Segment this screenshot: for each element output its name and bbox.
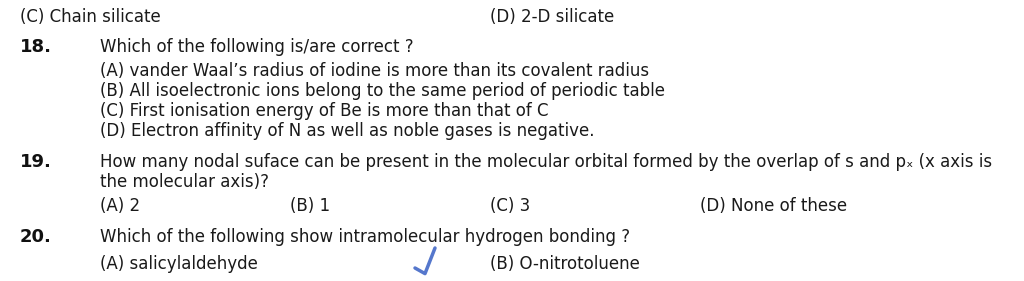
Text: 20.: 20. [20,228,52,246]
Text: the molecular axis)?: the molecular axis)? [100,173,269,191]
Text: (B) O-nitrotoluene: (B) O-nitrotoluene [490,255,640,273]
Text: (C) 3: (C) 3 [490,197,530,215]
Text: Which of the following show intramolecular hydrogen bonding ?: Which of the following show intramolecul… [100,228,630,246]
Text: Which of the following is/are correct ?: Which of the following is/are correct ? [100,38,414,56]
Text: (B) All isoelectronic ions belong to the same period of periodic table: (B) All isoelectronic ions belong to the… [100,82,665,100]
Text: (A) vander Waal’s radius of iodine is more than its covalent radius: (A) vander Waal’s radius of iodine is mo… [100,62,649,80]
Text: 18.: 18. [20,38,52,56]
Text: (A) salicylaldehyde: (A) salicylaldehyde [100,255,258,273]
Text: (C) Chain silicate: (C) Chain silicate [20,8,161,26]
Text: (B) 1: (B) 1 [290,197,330,215]
Text: (D) Electron affinity of N as well as noble gases is negative.: (D) Electron affinity of N as well as no… [100,122,595,140]
Text: (D) 2-D silicate: (D) 2-D silicate [490,8,614,26]
Text: (A) 2: (A) 2 [100,197,140,215]
Text: 19.: 19. [20,153,52,171]
Text: (D) None of these: (D) None of these [700,197,847,215]
Text: (C) First ionisation energy of Be is more than that of C: (C) First ionisation energy of Be is mor… [100,102,549,120]
Text: How many nodal suface can be present in the molecular orbital formed by the over: How many nodal suface can be present in … [100,153,992,171]
